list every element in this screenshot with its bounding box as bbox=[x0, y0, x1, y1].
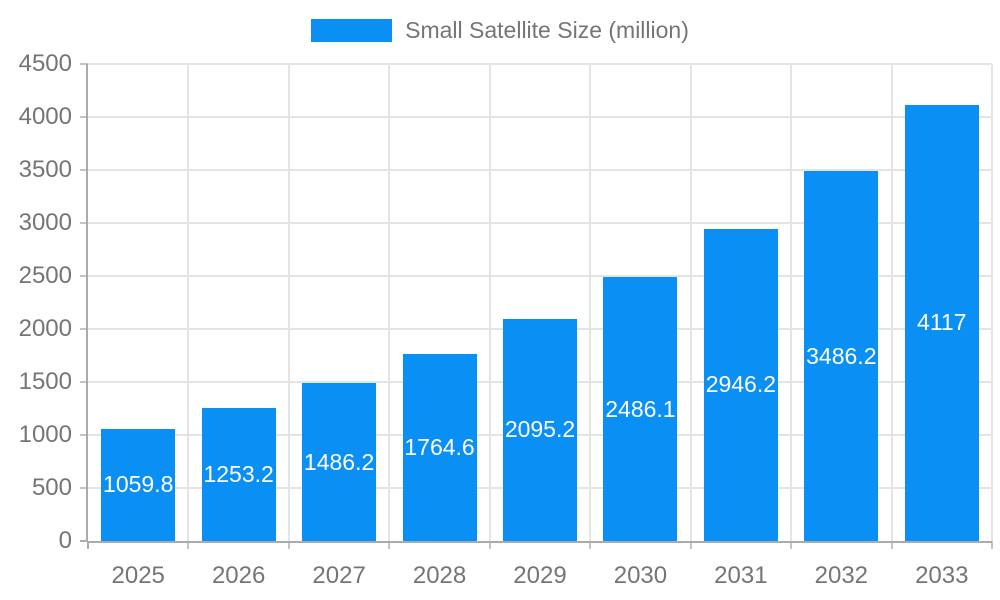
y-axis-label: 1000 bbox=[18, 421, 72, 448]
gridline-horizontal bbox=[88, 116, 992, 118]
bar-value-label: 1764.6 bbox=[404, 433, 475, 460]
x-axis-tick bbox=[589, 541, 592, 549]
y-axis-tick bbox=[80, 275, 88, 277]
x-axis-tick bbox=[187, 541, 190, 549]
x-axis-label: 2033 bbox=[915, 562, 969, 589]
y-axis-tick bbox=[80, 434, 88, 436]
x-axis-line bbox=[88, 541, 992, 543]
y-axis-tick bbox=[80, 116, 88, 118]
x-axis-label: 2026 bbox=[211, 562, 266, 589]
gridline-vertical bbox=[689, 64, 692, 541]
x-axis-tick bbox=[388, 541, 391, 549]
bar-2032[interactable]: 3486.2 bbox=[804, 171, 879, 541]
y-axis-label: 2500 bbox=[18, 262, 72, 289]
bar-2033[interactable]: 4117 bbox=[904, 104, 979, 541]
x-axis-tick bbox=[287, 541, 290, 549]
x-axis-label: 2025 bbox=[111, 562, 165, 589]
bar-2026[interactable]: 1253.2 bbox=[201, 408, 276, 541]
bar-2031[interactable]: 2946.2 bbox=[703, 228, 778, 541]
gridline-horizontal bbox=[88, 275, 992, 277]
y-axis-tick bbox=[80, 63, 88, 65]
y-axis-label: 500 bbox=[31, 474, 72, 501]
gridline-vertical bbox=[790, 64, 793, 541]
bar-value-label: 2095.2 bbox=[504, 416, 576, 443]
bar-value-label: 1486.2 bbox=[303, 448, 375, 475]
bar-2030[interactable]: 2486.1 bbox=[603, 277, 678, 541]
legend[interactable]: Small Satellite Size (million) bbox=[0, 17, 1000, 44]
y-axis-label: 3500 bbox=[18, 156, 72, 183]
bar-2028[interactable]: 1764.6 bbox=[402, 353, 477, 541]
x-axis-tick bbox=[87, 541, 89, 549]
gridline-vertical bbox=[890, 64, 893, 541]
y-axis-label: 0 bbox=[58, 527, 72, 554]
gridline-horizontal bbox=[88, 222, 992, 224]
gridline-vertical bbox=[589, 64, 592, 541]
x-axis-label: 2032 bbox=[814, 562, 869, 589]
x-axis-tick bbox=[689, 541, 692, 549]
gridline-vertical bbox=[488, 64, 491, 541]
gridline-horizontal bbox=[88, 169, 992, 171]
y-axis-tick bbox=[80, 328, 88, 330]
bar-value-label: 2946.2 bbox=[705, 371, 777, 398]
y-axis-tick bbox=[80, 540, 88, 542]
gridline-vertical bbox=[991, 64, 993, 541]
gridline-horizontal bbox=[88, 63, 992, 65]
y-axis-tick bbox=[80, 169, 88, 171]
y-axis-label: 4000 bbox=[18, 103, 72, 130]
legend-swatch-icon bbox=[311, 19, 393, 42]
x-axis-label: 2031 bbox=[714, 562, 768, 589]
bar-value-label: 3486.2 bbox=[806, 342, 877, 369]
x-axis-label: 2027 bbox=[312, 562, 366, 589]
y-axis-tick bbox=[80, 381, 88, 383]
bar-value-label: 1059.8 bbox=[103, 471, 174, 498]
x-axis-tick bbox=[488, 541, 491, 549]
x-axis-tick bbox=[790, 541, 793, 549]
gridline-vertical bbox=[187, 64, 190, 541]
x-axis-label: 2030 bbox=[613, 562, 668, 589]
y-axis-label: 2000 bbox=[18, 315, 72, 342]
bar-2027[interactable]: 1486.2 bbox=[302, 383, 377, 541]
gridline-vertical bbox=[287, 64, 290, 541]
bar-2025[interactable]: 1059.8 bbox=[101, 428, 176, 541]
y-axis-line bbox=[86, 64, 88, 541]
x-axis-tick bbox=[991, 541, 993, 549]
bar-value-label: 2486.1 bbox=[605, 395, 676, 422]
y-axis-label: 1500 bbox=[18, 368, 72, 395]
x-axis-label: 2029 bbox=[513, 562, 567, 589]
bar-value-label: 4117 bbox=[917, 309, 967, 336]
y-axis-tick bbox=[80, 222, 88, 224]
gridline-vertical bbox=[388, 64, 391, 541]
legend-label: Small Satellite Size (million) bbox=[405, 17, 689, 43]
bar-2029[interactable]: 2095.2 bbox=[503, 318, 577, 541]
y-axis-label: 4500 bbox=[18, 50, 72, 77]
x-axis-label: 2028 bbox=[412, 562, 467, 589]
y-axis-tick bbox=[80, 487, 88, 489]
y-axis-label: 3000 bbox=[18, 209, 72, 236]
bar-value-label: 1253.2 bbox=[203, 461, 274, 488]
x-axis-tick bbox=[890, 541, 893, 549]
